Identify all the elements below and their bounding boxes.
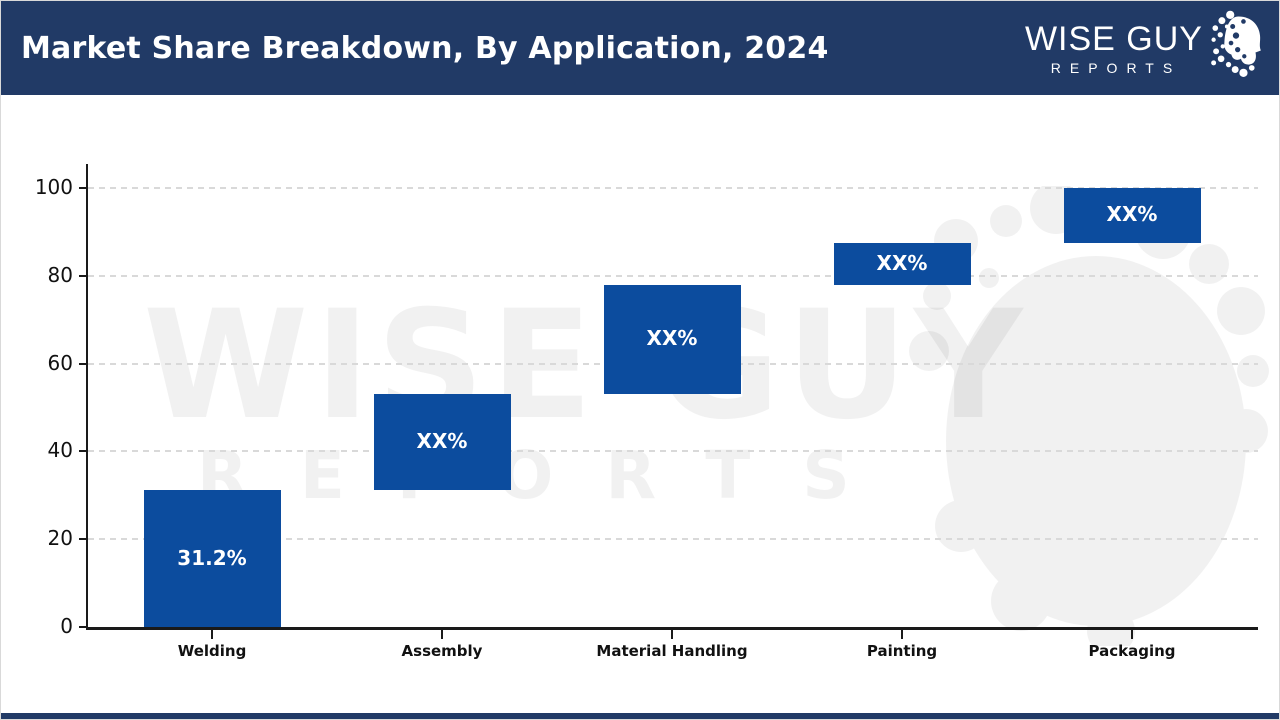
bar-label-material-handling: XX%	[646, 326, 698, 351]
x-axis-label-welding: Welding	[177, 642, 247, 660]
logo-subtitle: REPORTS	[1050, 59, 1182, 76]
y-axis-tick	[79, 362, 88, 365]
bar-painting	[833, 242, 971, 285]
gridline	[88, 274, 1258, 277]
x-axis-tick	[901, 630, 903, 639]
bar-welding	[143, 490, 281, 627]
x-axis-spine	[86, 627, 1258, 630]
y-axis-tick	[79, 626, 88, 628]
bar-label-packaging: XX%	[1106, 202, 1158, 227]
x-axis-label-packaging: Packaging	[1088, 642, 1176, 660]
y-axis-tick	[79, 274, 88, 277]
header: Market Share Breakdown, By Application, …	[1, 1, 1279, 95]
logo-wordmark: WISE GUY	[1024, 19, 1203, 58]
gridline	[88, 538, 1258, 541]
y-axis-tick	[79, 187, 88, 189]
bar-label-painting: XX%	[876, 250, 928, 275]
x-axis-label-material-handling: Material Handling	[596, 642, 748, 660]
y-axis-tick-label: 40	[47, 438, 73, 463]
bar-packaging	[1063, 188, 1201, 243]
x-axis-label-assembly: Assembly	[401, 642, 483, 660]
x-axis-tick	[441, 630, 443, 639]
y-axis-tick-label: 0	[60, 614, 73, 638]
y-axis-tick	[79, 450, 88, 453]
y-axis-tick	[79, 538, 88, 541]
page-title: Market Share Breakdown, By Application, …	[21, 30, 829, 66]
x-axis-label-painting: Painting	[866, 642, 938, 660]
y-axis-tick-label: 80	[47, 262, 73, 287]
x-axis-tick	[211, 630, 213, 639]
y-axis-tick-label: 60	[47, 350, 73, 375]
footer-bar	[1, 713, 1279, 719]
bar-label-welding: 31.2%	[177, 545, 247, 570]
y-axis-tick-label: 100	[34, 175, 73, 199]
bar-label-assembly: XX%	[416, 429, 468, 454]
bar-material-handling	[603, 284, 741, 395]
logo-wordmark-group: WISE GUY REPORTS	[1025, 22, 1203, 75]
brand-logo: WISE GUY REPORTS	[1025, 8, 1265, 88]
gridline	[88, 187, 1258, 189]
x-axis-tick	[671, 630, 673, 639]
bar-assembly	[373, 394, 511, 491]
y-axis-spine	[86, 164, 88, 627]
logo-head-icon	[1211, 10, 1261, 77]
y-axis-tick-label: 20	[47, 526, 73, 551]
gridline	[88, 450, 1258, 453]
x-axis-tick	[1131, 630, 1133, 639]
